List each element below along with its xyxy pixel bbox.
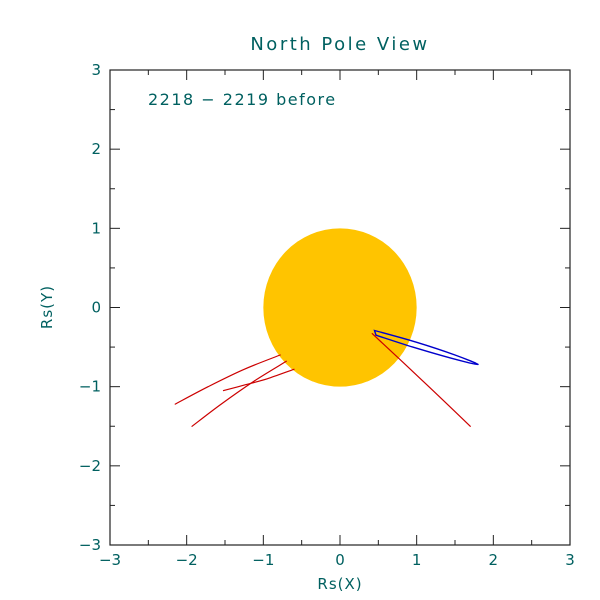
y-tick-label: −2 — [79, 457, 101, 475]
x-tick-label: −1 — [252, 551, 274, 569]
sun-disk — [263, 228, 417, 387]
x-tick-label: −2 — [176, 551, 198, 569]
x-tick-label: 2 — [489, 551, 499, 569]
field-line-left-1 — [174, 354, 281, 405]
field-line-left-3 — [222, 368, 295, 392]
plot-title: North Pole View — [250, 34, 429, 55]
y-axis-label: Rs(Y) — [38, 285, 56, 329]
plot-content: −3 −2 −1 0 1 2 3 −3 −2 −1 0 1 2 3 — [79, 61, 575, 569]
x-tick-label: 1 — [412, 551, 422, 569]
y-tick-label: −3 — [79, 536, 101, 554]
annotation-label: 2218 − 2219 before — [148, 90, 337, 109]
x-axis-label: Rs(X) — [317, 575, 362, 593]
field-line-left-2 — [191, 360, 287, 427]
x-tick-label: 0 — [335, 551, 345, 569]
y-tick-label: 0 — [91, 299, 101, 317]
flux-rope-loop — [373, 329, 479, 366]
field-line-right — [371, 333, 471, 427]
y-tick-label: 3 — [91, 61, 101, 79]
y-tick-label: −1 — [79, 378, 101, 396]
x-tick-label: 3 — [565, 551, 575, 569]
y-tick-label: 2 — [91, 140, 101, 158]
y-tick-label: 1 — [91, 219, 101, 237]
x-tick-label: −3 — [99, 551, 121, 569]
